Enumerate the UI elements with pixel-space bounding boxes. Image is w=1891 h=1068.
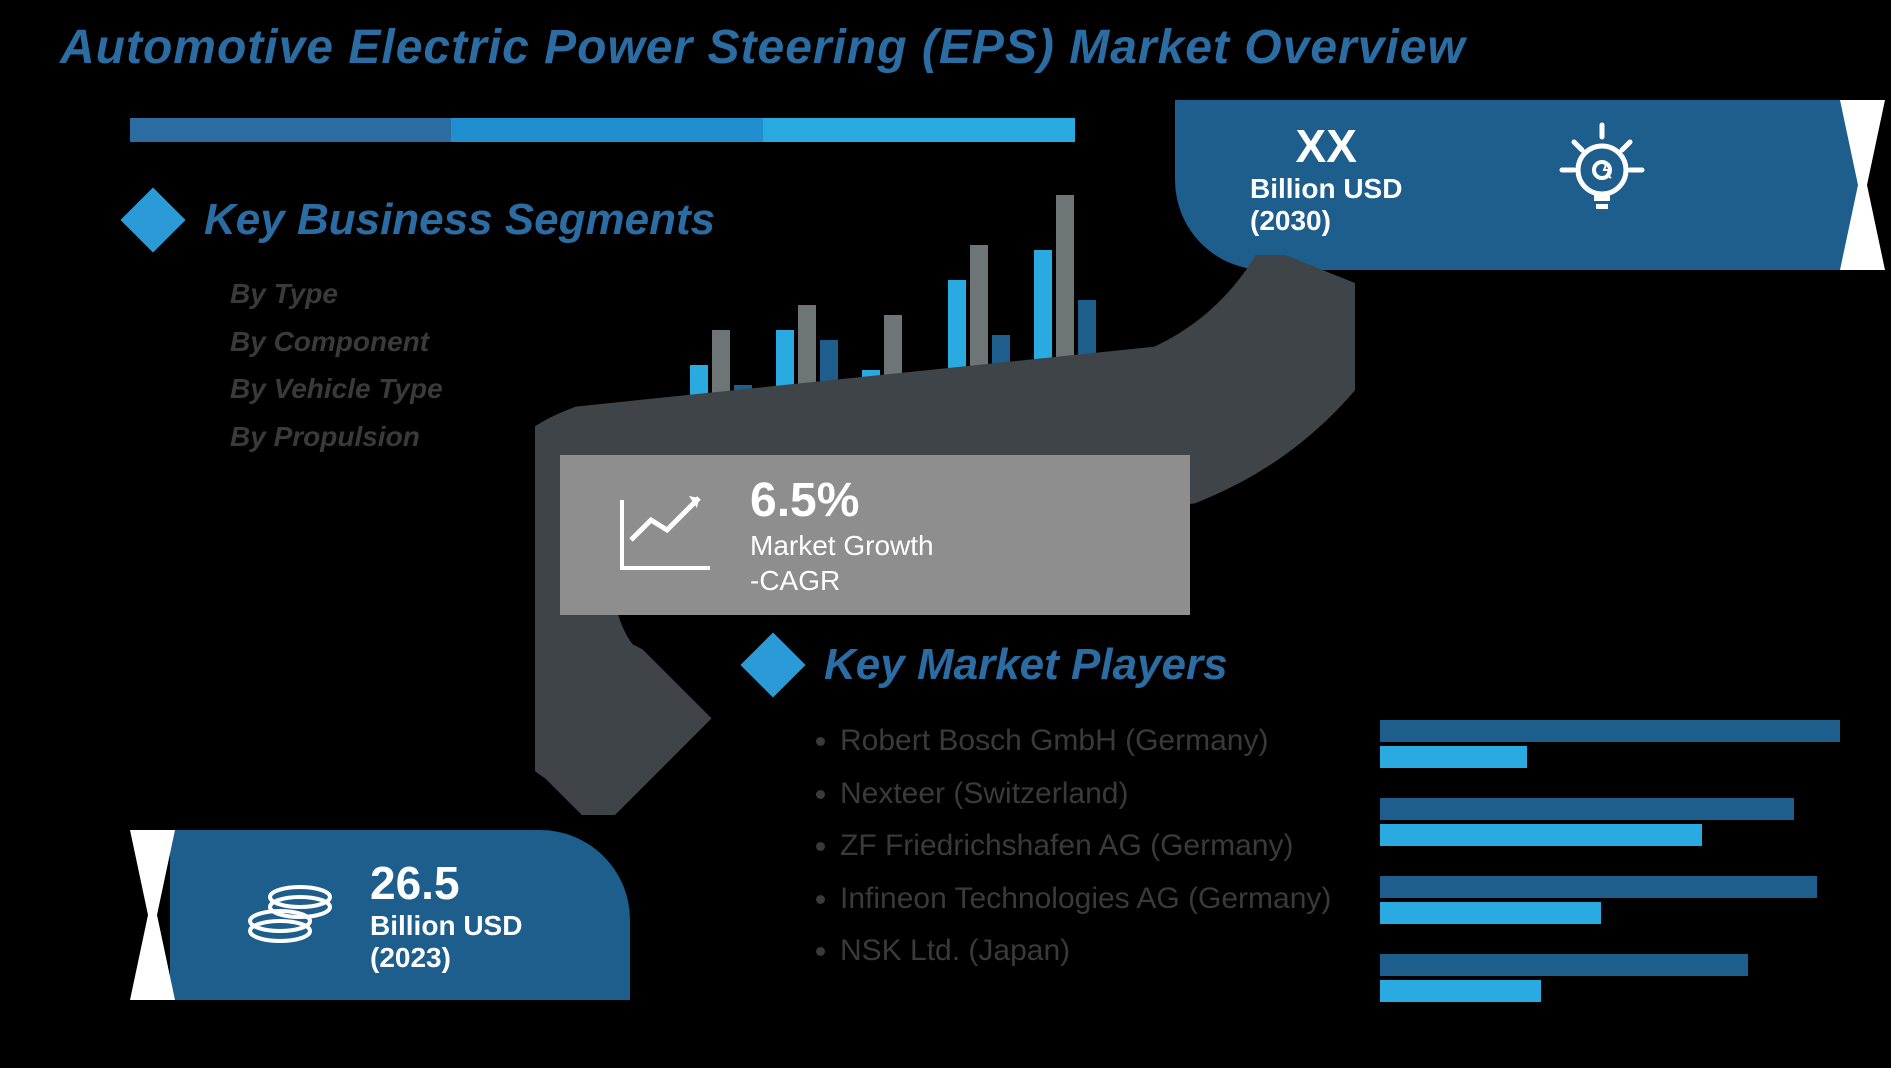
base-value: 26.5 bbox=[370, 856, 522, 910]
hbar bbox=[1380, 720, 1840, 742]
hbar bbox=[1380, 954, 1748, 976]
cagr-card: 6.5% Market Growth-CAGR bbox=[560, 455, 1190, 615]
top-accent-bar bbox=[130, 118, 1075, 142]
lightbulb-icon bbox=[1542, 115, 1662, 240]
ribbon-bottom-end-notch bbox=[130, 830, 175, 1000]
page-title: Automotive Electric Power Steering (EPS)… bbox=[60, 20, 1466, 75]
players-heading: Key Market Players bbox=[824, 640, 1228, 690]
segments-heading: Key Business Segments bbox=[204, 195, 715, 245]
cagr-label: Market Growth-CAGR bbox=[750, 528, 934, 598]
accent-segment bbox=[130, 118, 451, 142]
forecast-block: XX Billion USD(2030) bbox=[1250, 115, 1662, 240]
forecast-value: XX bbox=[1250, 119, 1402, 173]
cagr-value: 6.5% bbox=[750, 473, 934, 528]
player-item: Nexteer (Switzerland) bbox=[840, 768, 1331, 821]
hbar bbox=[1380, 876, 1817, 898]
player-item: Robert Bosch GmbH (Germany) bbox=[840, 715, 1331, 768]
key-market-players: Key Market Players Robert Bosch GmbH (Ge… bbox=[750, 640, 1331, 978]
hbar-group bbox=[1380, 798, 1840, 846]
player-item: ZF Friedrichshafen AG (Germany) bbox=[840, 820, 1331, 873]
hbar bbox=[1380, 902, 1601, 924]
accent-segment bbox=[451, 118, 763, 142]
hbar bbox=[1380, 980, 1541, 1002]
hbar bbox=[1380, 746, 1527, 768]
growth-chart-icon bbox=[620, 500, 710, 570]
players-bar-chart bbox=[1380, 720, 1840, 1002]
base-unit: Billion USD(2023) bbox=[370, 910, 522, 974]
hbar-group bbox=[1380, 720, 1840, 768]
hbar bbox=[1380, 824, 1702, 846]
hbar-group bbox=[1380, 876, 1840, 924]
diamond-icon bbox=[740, 632, 805, 697]
player-item: NSK Ltd. (Japan) bbox=[840, 925, 1331, 978]
ribbon-bottom: 26.5 Billion USD(2023) bbox=[170, 830, 630, 1000]
player-item: Infineon Technologies AG (Germany) bbox=[840, 873, 1331, 926]
hbar-group bbox=[1380, 954, 1840, 1002]
forecast-unit: Billion USD(2030) bbox=[1250, 173, 1402, 237]
coins-icon bbox=[240, 863, 340, 968]
diamond-icon bbox=[120, 187, 185, 252]
hbar bbox=[1380, 798, 1794, 820]
accent-segment bbox=[763, 118, 1075, 142]
